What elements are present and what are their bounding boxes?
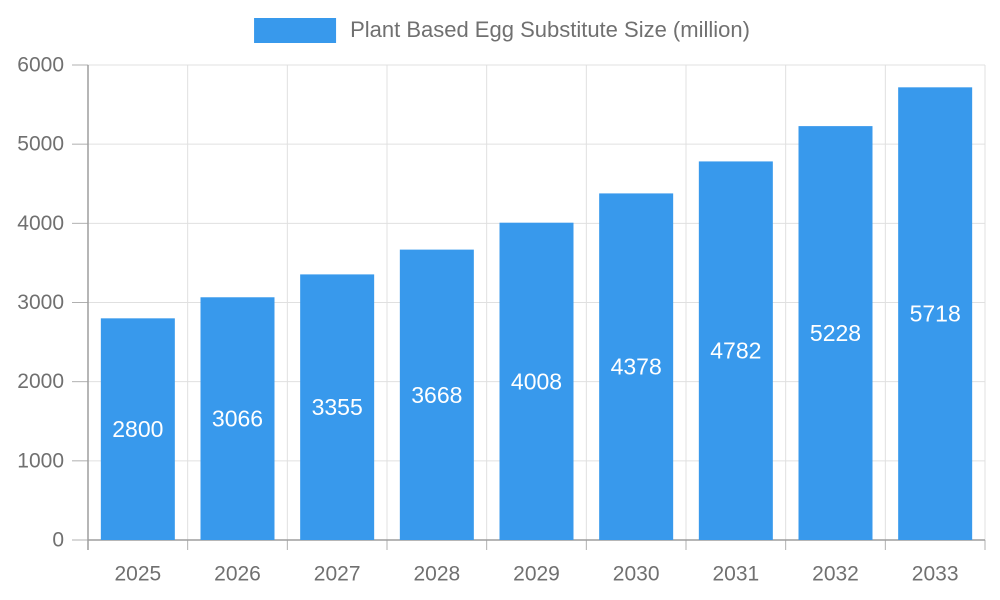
y-axis-tick-label: 5000 [17,133,64,156]
bar[interactable] [100,318,175,540]
bar-value-label: 4782 [710,338,761,364]
y-axis-tick-label: 3000 [17,291,64,314]
bar-value-label: 2800 [112,416,163,442]
legend-item[interactable]: Plant Based Egg Substitute Size (million… [254,17,750,43]
x-axis-tick-label: 2032 [812,563,859,586]
bar[interactable] [599,193,674,541]
legend-label: Plant Based Egg Substitute Size (million… [350,17,750,42]
bar[interactable] [898,87,973,540]
x-axis-tick-label: 2026 [214,563,261,586]
y-axis-tick-label: 6000 [17,54,64,77]
bar-value-label: 4008 [511,368,562,394]
x-axis-tick-label: 2027 [314,563,361,586]
x-axis-tick-label: 2029 [513,563,560,586]
bar-value-label: 3668 [411,382,462,408]
y-axis-tick-label: 0 [52,529,64,552]
bar-value-label: 5228 [810,320,861,346]
bar[interactable] [399,249,474,540]
bar-value-label: 4378 [611,354,662,380]
bar[interactable] [300,274,375,540]
x-axis-tick-label: 2028 [413,563,460,586]
bar-value-label: 5718 [910,301,961,327]
y-axis-tick-label: 4000 [17,212,64,235]
x-axis-tick-label: 2025 [114,563,161,586]
y-axis-tick-label: 1000 [17,449,64,472]
legend-swatch [254,17,337,43]
y-axis-tick-label: 2000 [17,370,64,393]
bar[interactable] [798,126,873,540]
x-axis-tick-label: 2031 [712,563,759,586]
bar[interactable] [200,297,275,540]
bar-value-label: 3355 [312,394,363,420]
bar[interactable] [698,161,773,541]
x-axis-tick-label: 2033 [912,563,959,586]
x-axis-tick-label: 2030 [613,563,660,586]
bar[interactable] [499,222,574,540]
bar-value-label: 3066 [212,406,263,432]
